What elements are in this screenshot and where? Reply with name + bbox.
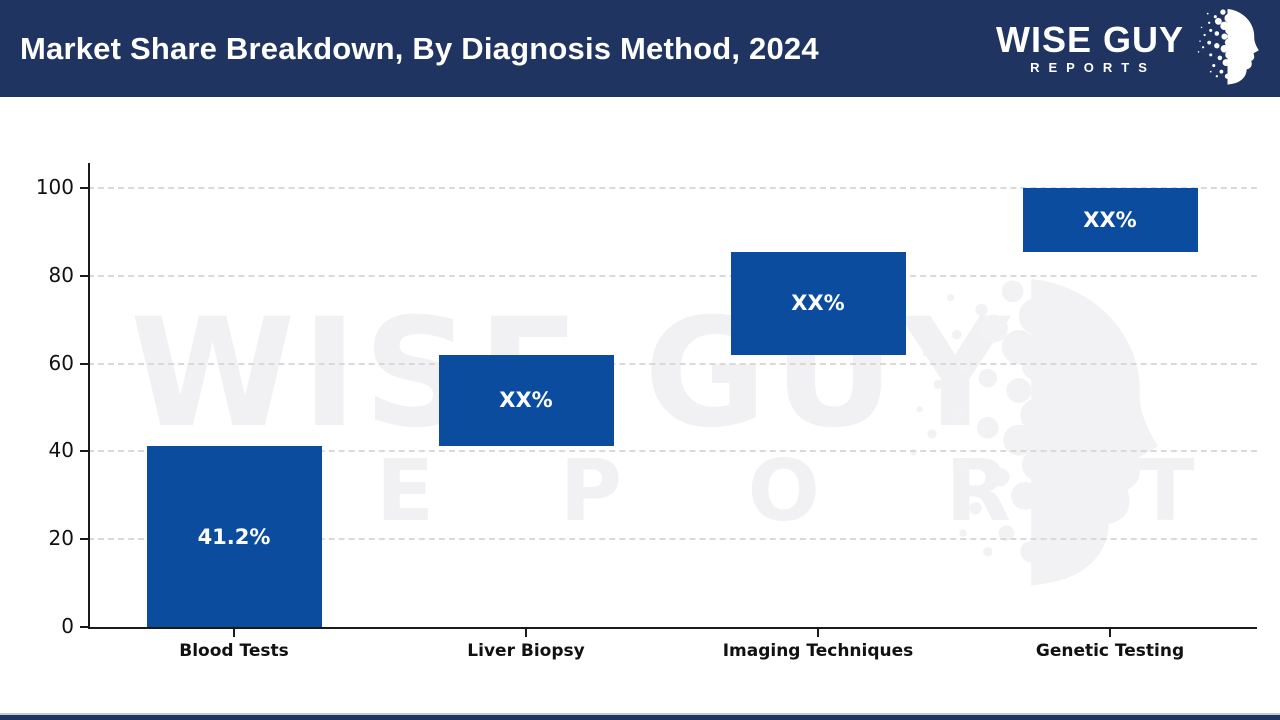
logo-wordmark: WISE GUY [995, 19, 1184, 60]
y-tick-label-60: 60 [48, 350, 74, 375]
footer-bar [0, 713, 1280, 720]
bar-blood-tests: 41.2% [146, 446, 322, 627]
y-tick-mark-20 [80, 538, 88, 541]
y-axis-line [88, 163, 90, 629]
x-tick-label-imaging-techniques: Imaging Techniques [722, 641, 914, 661]
bar-value-label: XX% [499, 388, 553, 413]
dotted-head-logo-icon [1186, 6, 1266, 90]
y-tick-label-0: 0 [61, 614, 74, 638]
y-tick-mark-0 [80, 626, 88, 628]
y-tick-label-100: 100 [35, 175, 74, 199]
x-tick-label-blood-tests: Blood Tests [179, 641, 289, 661]
bar-imaging-techniques: XX% [730, 251, 906, 355]
gridline-40 [88, 450, 1257, 453]
wise-guy-logo: WISE GUY REPORTS [996, 6, 1266, 90]
x-tick-label-genetic-testing: Genetic Testing [1035, 641, 1185, 661]
bar-value-label: XX% [1083, 207, 1137, 232]
logo-subtitle: REPORTS [1030, 60, 1156, 75]
gridline-60 [88, 362, 1257, 365]
bar-value-label: 41.2% [197, 524, 271, 549]
bar-liver-biopsy: XX% [438, 354, 614, 447]
header-bar: Market Share Breakdown, By Diagnosis Met… [0, 0, 1280, 97]
gridline-20 [88, 538, 1257, 541]
x-tick-label-liver-biopsy: Liver Biopsy [467, 641, 585, 661]
y-tick-mark-40 [80, 450, 88, 453]
gridline-80 [88, 274, 1257, 277]
x-tick-mark-0 [233, 629, 235, 637]
x-tick-mark-1 [525, 629, 527, 637]
y-tick-mark-100 [80, 187, 88, 189]
gridline-100 [88, 187, 1257, 189]
x-tick-mark-3 [1109, 629, 1111, 637]
y-tick-mark-80 [80, 274, 88, 277]
bar-value-label: XX% [791, 291, 845, 316]
bar-genetic-testing: XX% [1022, 188, 1198, 252]
logo-text: WISE GUY REPORTS [995, 19, 1184, 75]
y-tick-label-20: 20 [48, 526, 74, 551]
page-title: Market Share Breakdown, By Diagnosis Met… [20, 30, 819, 66]
chart-area: WISE GUY R E P O R T S 02040608010041.2%… [0, 97, 1280, 714]
y-tick-label-40: 40 [48, 438, 74, 463]
y-tick-mark-60 [80, 362, 88, 365]
x-tick-mark-2 [817, 629, 819, 637]
watermark-head-icon [870, 227, 1180, 647]
x-axis-line [88, 627, 1257, 629]
y-tick-label-80: 80 [48, 262, 74, 287]
